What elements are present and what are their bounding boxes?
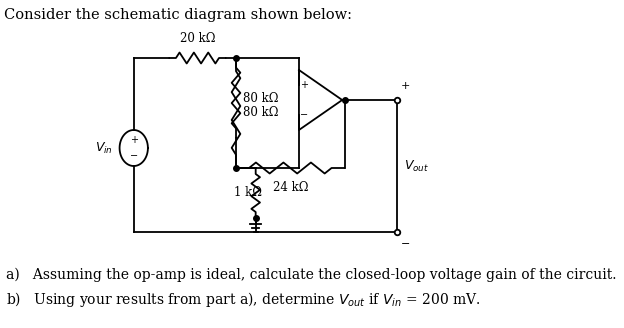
Text: 80 kΩ: 80 kΩ — [243, 92, 278, 105]
Text: Consider the schematic diagram shown below:: Consider the schematic diagram shown bel… — [4, 8, 352, 22]
Text: 24 kΩ: 24 kΩ — [273, 181, 308, 194]
Text: −: − — [130, 151, 138, 161]
Text: a)   Assuming the op-amp is ideal, calculate the closed-loop voltage gain of the: a) Assuming the op-amp is ideal, calcula… — [6, 268, 617, 282]
Text: 80 kΩ: 80 kΩ — [243, 107, 278, 119]
Text: +: + — [401, 81, 411, 91]
Text: 1 kΩ: 1 kΩ — [233, 187, 261, 199]
Text: −: − — [300, 110, 308, 120]
Text: b)   Using your results from part a), determine $V_{out}$ if $V_{in}$ = 200 mV.: b) Using your results from part a), dete… — [6, 290, 481, 309]
Text: +: + — [300, 80, 308, 90]
Text: $V_{out}$: $V_{out}$ — [404, 158, 429, 174]
Text: 20 kΩ: 20 kΩ — [180, 32, 215, 45]
Text: −: − — [401, 239, 411, 249]
Text: +: + — [130, 135, 138, 145]
Text: $V_{in}$: $V_{in}$ — [95, 140, 114, 155]
